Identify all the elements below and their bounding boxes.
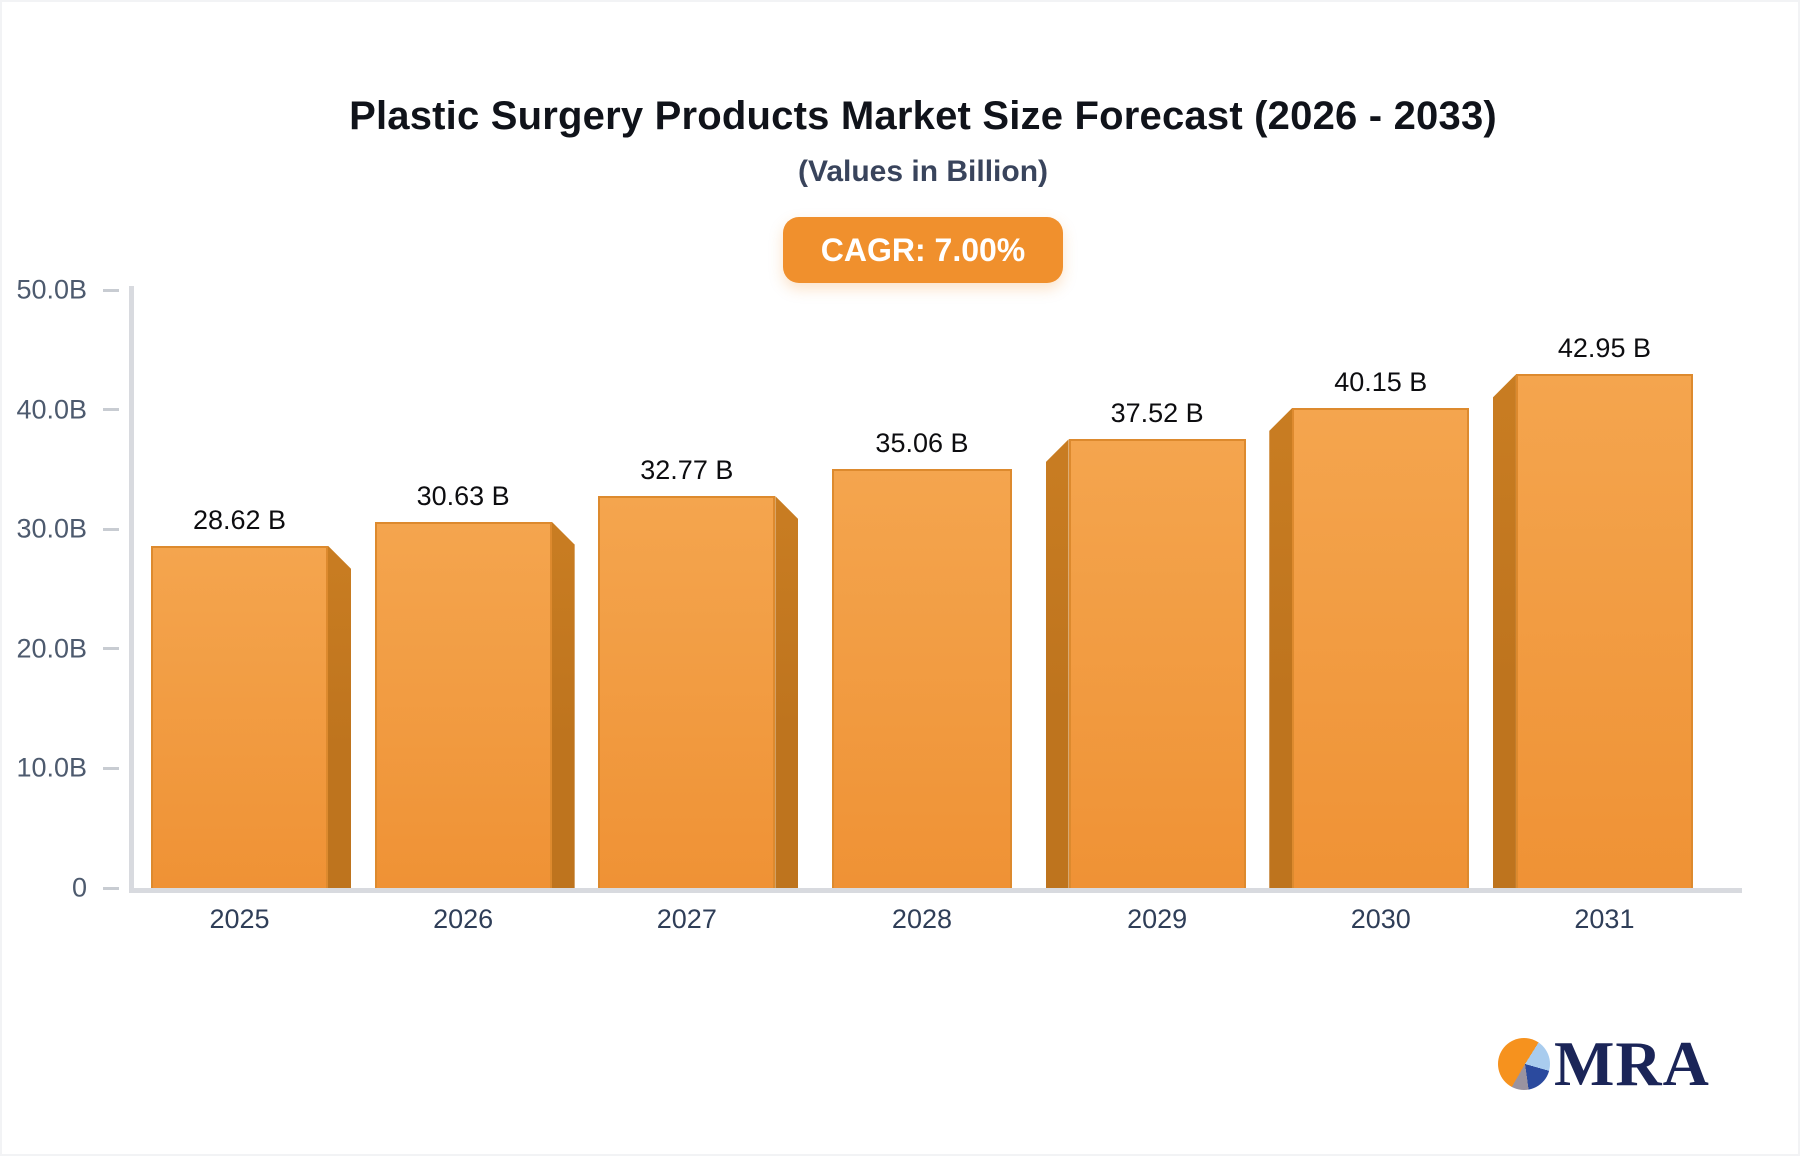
bar-side-face bbox=[328, 545, 351, 888]
y-tick-label: 40.0B bbox=[16, 394, 87, 425]
bar-group: 32.77 B 2027 bbox=[598, 455, 799, 934]
chart-title: Plastic Surgery Products Market Size For… bbox=[349, 94, 1497, 138]
bar-value-label: 40.15 B bbox=[1334, 366, 1428, 397]
bar-face bbox=[1515, 374, 1693, 888]
x-axis-label: 2029 bbox=[1127, 904, 1188, 934]
bar-face bbox=[1292, 407, 1470, 888]
y-tick-dash bbox=[103, 647, 119, 651]
bar-face bbox=[1068, 439, 1246, 888]
bar-face bbox=[151, 545, 328, 888]
y-tick-dash bbox=[103, 527, 119, 531]
x-axis-label: 2028 bbox=[891, 904, 952, 934]
bar-face bbox=[374, 521, 552, 888]
bar-group: 40.15 B 2030 bbox=[1269, 367, 1470, 934]
bar-side-face bbox=[1045, 439, 1069, 888]
chart-subtitle: (Values in Billion) bbox=[797, 155, 1049, 188]
bar-value-label: 30.63 B bbox=[416, 480, 510, 511]
logo-text: MRA bbox=[1554, 1028, 1710, 1099]
y-tick-label: 30.0B bbox=[16, 513, 87, 544]
x-axis-label: 2026 bbox=[433, 904, 494, 934]
plot-area: 0 10.0B 20.0B 30.0B 40.0B 50.0B 28.62 B 2025 30… bbox=[16, 275, 1742, 934]
x-axis-label: 2031 bbox=[1574, 904, 1635, 934]
mra-logo: MRA bbox=[1498, 1028, 1710, 1099]
bar-side-face bbox=[551, 521, 575, 888]
x-axis-label: 2027 bbox=[656, 904, 717, 934]
bar-value-label: 37.52 B bbox=[1110, 398, 1204, 429]
bar-group: 30.63 B 2026 bbox=[374, 481, 575, 934]
bar-value-label: 42.95 B bbox=[1557, 333, 1651, 364]
x-axis-baseline bbox=[129, 888, 1742, 893]
bar-group: 37.52 B 2029 bbox=[1045, 398, 1246, 934]
bar-side-face bbox=[1269, 407, 1293, 888]
bar-face bbox=[598, 496, 776, 888]
bar-group: 42.95 B 2031 bbox=[1492, 333, 1693, 934]
cagr-badge: CAGR: 7.00% bbox=[782, 217, 1064, 283]
x-axis-label: 2025 bbox=[209, 904, 270, 934]
y-tick-label: 50.0B bbox=[16, 274, 87, 305]
y-tick-label: 20.0B bbox=[16, 633, 87, 664]
bar-face bbox=[831, 468, 1012, 888]
y-tick-label: 0 bbox=[71, 872, 87, 903]
pie-chart-logo-icon bbox=[1498, 1038, 1550, 1090]
y-tick-dash bbox=[103, 288, 119, 292]
chart-header: Plastic Surgery Products Market Size For… bbox=[0, 0, 1800, 283]
bar-side-face bbox=[775, 496, 799, 888]
bar-value-label: 35.06 B bbox=[875, 427, 969, 458]
bar-value-label: 28.62 B bbox=[192, 504, 287, 535]
bar-value-label: 32.77 B bbox=[640, 455, 734, 486]
y-tick-dash bbox=[103, 408, 119, 412]
x-axis-label: 2030 bbox=[1350, 904, 1411, 934]
bar-side-face bbox=[1492, 374, 1516, 888]
y-tick-dash bbox=[103, 886, 119, 890]
y-tick-label: 10.0B bbox=[16, 752, 87, 783]
bar-group: 28.62 B 2025 bbox=[151, 505, 351, 934]
bars-row: 28.62 B 2025 30.63 B 2026 32.77 B 2027 35.06 B… bbox=[151, 290, 1693, 934]
bar-group: 35.06 B 2028 bbox=[822, 428, 1022, 934]
y-tick-dash bbox=[103, 766, 119, 770]
y-axis-line bbox=[129, 286, 134, 890]
